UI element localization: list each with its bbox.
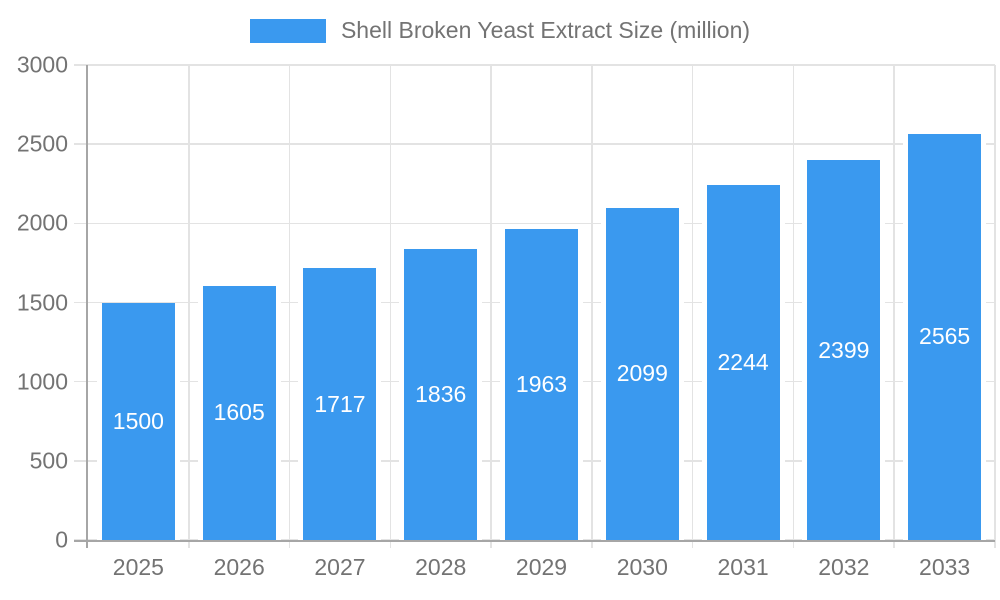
bar-slot: 1717: [290, 65, 391, 540]
gridline-vertical: [288, 65, 291, 548]
bar: 1717: [298, 268, 382, 540]
x-tick-label: 2033: [919, 554, 971, 580]
bar: 2565: [903, 133, 987, 540]
y-tick-label: 2000: [16, 209, 68, 236]
bar: 1605: [197, 285, 281, 540]
y-tick-label: 2500: [16, 130, 68, 157]
gridline-horizontal: [74, 222, 995, 225]
x-tick-label: 2032: [818, 554, 870, 580]
legend: Shell Broken Yeast Extract Size (million…: [0, 17, 1000, 45]
bar-slot: 2399: [793, 65, 894, 540]
bar-value-label: 1605: [213, 399, 265, 426]
legend-label: Shell Broken Yeast Extract Size (million…: [340, 17, 751, 43]
x-tick-label: 2031: [717, 554, 769, 580]
y-tick-label: 1500: [16, 289, 68, 315]
bar: 2244: [701, 184, 785, 540]
bar-value-label: 1500: [112, 407, 164, 434]
x-tick-label: 2028: [415, 554, 467, 580]
bar-value-label: 1836: [415, 381, 467, 408]
y-axis-labels: 0 500 1000 1500 2000 2500 3000: [0, 53, 68, 551]
gridline-vertical: [188, 65, 190, 548]
gridline-vertical: [490, 65, 492, 548]
bar: 2099: [600, 207, 684, 540]
bar-slot: 2565: [894, 65, 995, 540]
x-axis-labels: 2025 2026 2027 2028 2029 2030 2031 2032 2033: [88, 556, 995, 579]
bar-slot: 1836: [390, 65, 491, 540]
bar: 1836: [399, 249, 483, 540]
bar: 1963: [500, 229, 584, 540]
gridline-vertical: [792, 65, 795, 548]
bar-value-label: 1963: [515, 371, 568, 398]
bar-value-label: 2244: [717, 348, 769, 375]
x-tick-label: 2029: [515, 554, 568, 580]
legend-item[interactable]: Shell Broken Yeast Extract Size (million…: [249, 17, 751, 45]
gridline-vertical: [994, 65, 996, 548]
bar-slot: 1500: [88, 65, 189, 540]
bar-value-label: 1717: [314, 390, 366, 417]
bar-slot: 1605: [189, 65, 290, 540]
bar-value-label: 2399: [818, 336, 870, 363]
bar-series: 1500 1605 1717 1836 1963 2099 2244 2399 2565: [88, 65, 995, 540]
bar-slot: 2244: [693, 65, 794, 540]
y-tick-label: 0: [55, 526, 68, 553]
legend-swatch-icon: [249, 18, 326, 43]
y-tick-label: 1000: [16, 368, 68, 395]
plot-area: 1500 1605 1717 1836 1963 2099 2244 2399 2565: [74, 64, 996, 548]
bar: 1500: [96, 302, 180, 540]
bar-value-label: 2565: [919, 323, 971, 350]
bar-slot: 1963: [491, 65, 592, 540]
x-tick-label: 2027: [314, 554, 366, 580]
gridline-vertical: [893, 65, 895, 548]
x-tick-label: 2030: [616, 554, 668, 580]
gridline-vertical: [691, 65, 694, 548]
bar-value-label: 2099: [616, 360, 668, 387]
x-tick-label: 2025: [112, 554, 164, 580]
x-axis-line: [74, 540, 995, 542]
y-tick-label: 3000: [16, 51, 68, 78]
gridline-horizontal: [74, 143, 995, 145]
y-axis-line: [86, 65, 88, 548]
gridline-vertical: [591, 65, 593, 548]
x-tick-label: 2026: [213, 554, 265, 580]
bar-slot: 2099: [592, 65, 693, 540]
y-tick-label: 500: [29, 447, 68, 474]
gridline-vertical: [389, 65, 392, 548]
bar: 2399: [802, 160, 886, 540]
gridline-horizontal: [74, 64, 995, 66]
